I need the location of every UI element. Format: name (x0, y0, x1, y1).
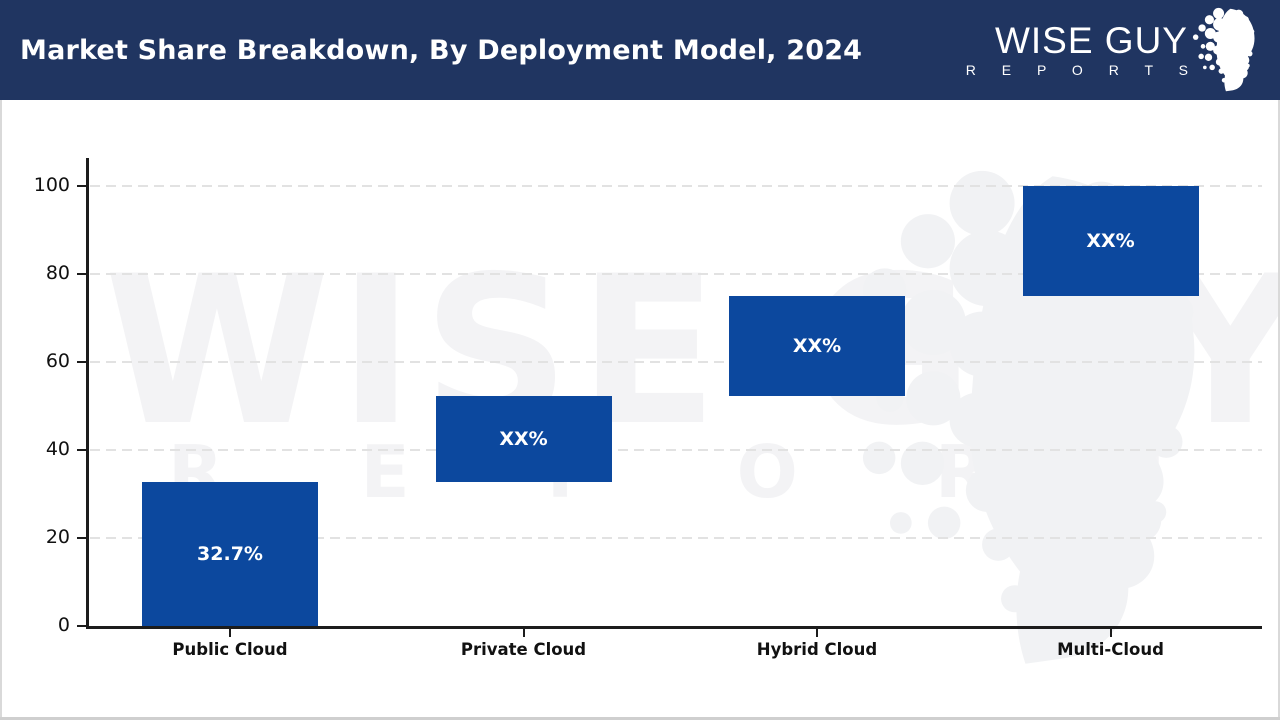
x-tick-mark (522, 628, 525, 637)
y-tick-mark (77, 625, 88, 627)
y-tick-mark (77, 185, 88, 187)
x-tick-label: Public Cloud (172, 640, 288, 659)
y-axis-line (86, 158, 89, 628)
chart-body: WISE GUY R E P O R T S 02040608010032.7%… (0, 100, 1280, 720)
x-tick-label: Hybrid Cloud (756, 640, 878, 659)
x-tick-mark (229, 628, 231, 637)
right-border (1278, 100, 1280, 720)
logo-head-icon (1192, 7, 1255, 92)
bar-multi-cloud: XX% (1022, 186, 1199, 296)
logo-text: WISE GUY R E P O R T S (966, 22, 1188, 78)
bar-public-cloud: 32.7% (142, 482, 318, 626)
x-tick-mark (816, 628, 818, 637)
bar-private-cloud: XX% (435, 395, 612, 483)
y-gridline (90, 449, 1262, 451)
x-tick-mark (1109, 628, 1112, 637)
x-tick-label: Multi-Cloud (1057, 640, 1164, 659)
y-tick-mark (77, 449, 88, 451)
logo-wordmark: WISE GUY (994, 20, 1188, 61)
y-tick-label: 40 (45, 438, 70, 460)
y-tick-mark (77, 273, 88, 275)
y-gridline (90, 361, 1262, 363)
y-tick-label: 80 (45, 262, 70, 284)
y-gridline (90, 273, 1262, 275)
plot-area: 0 20 40 60 80 100 32.7% Public Cloud XX% Private … (0, 100, 1280, 720)
y-tick-label: 0 (57, 614, 70, 636)
bar-hybrid-cloud: XX% (729, 296, 905, 396)
y-tick-mark (77, 537, 88, 539)
y-tick-label: 20 (45, 526, 70, 548)
header-band: Market Share Breakdown, By Deployment Mo… (0, 0, 1280, 100)
bar-value-label: 32.7% (197, 543, 263, 566)
y-tick-mark (77, 361, 88, 363)
y-gridline (90, 185, 1262, 187)
bottom-border (0, 717, 1280, 720)
chart-title: Market Share Breakdown, By Deployment Mo… (20, 34, 863, 66)
bar-value-label: XX% (499, 427, 548, 450)
bar-value-label: XX% (1086, 230, 1135, 252)
bar-value-label: XX% (792, 334, 842, 357)
x-tick-label: Private Cloud (460, 640, 587, 659)
y-gridline (90, 537, 1262, 539)
left-border (0, 100, 2, 720)
y-tick-label: 60 (45, 350, 70, 372)
y-tick-label: 100 (33, 174, 70, 196)
logo-subtitle: R E P O R T S (965, 62, 1199, 78)
x-axis-line (86, 626, 1262, 629)
wise-guy-logo: WISE GUY R E P O R T S (966, 6, 1260, 94)
